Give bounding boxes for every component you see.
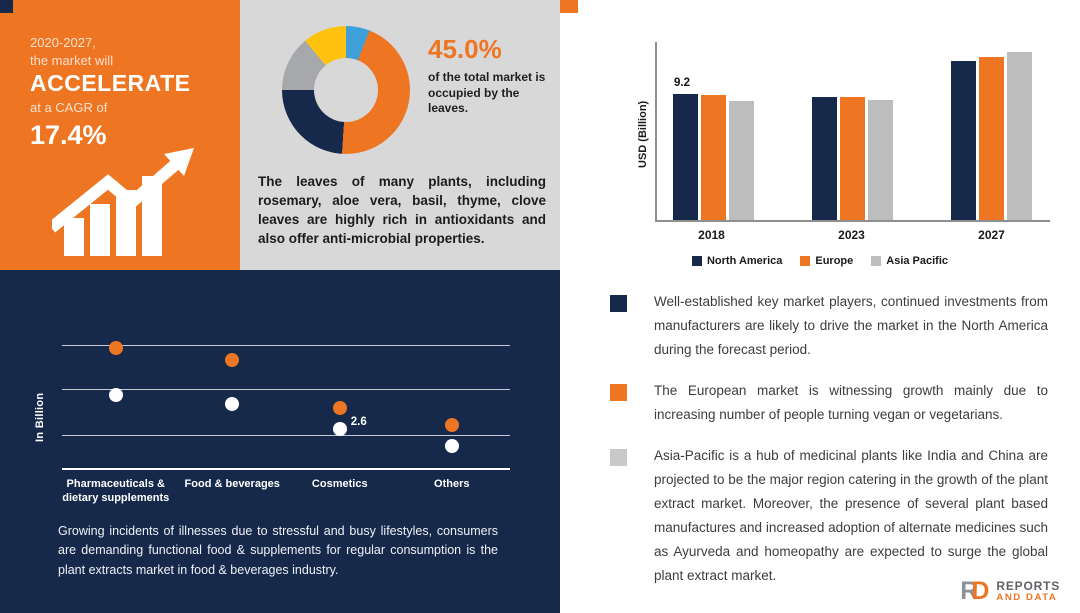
dot-annotation: 2.6 xyxy=(350,416,367,428)
gridline xyxy=(62,345,510,346)
donut-chart xyxy=(282,26,410,154)
bar-y-axis-label: USD (Billion) xyxy=(637,100,649,168)
gridline xyxy=(62,435,510,436)
dot-category-labels: Pharmaceuticals & dietary supplements Foo… xyxy=(62,478,510,514)
dot-series-1-cosmetics xyxy=(332,401,347,415)
bar-legend: North America Europe Asia Pacific xyxy=(620,255,1020,267)
bar-group-2023 xyxy=(812,42,893,220)
leaves-panel: 45.0% of the total market is occupied by… xyxy=(240,0,560,270)
cagr-headline: ACCELERATE xyxy=(30,70,191,97)
donut-stat-block: 45.0% of the total market is occupied by… xyxy=(428,34,552,117)
bar-value-label: 9.2 xyxy=(674,77,690,90)
bullet-marker xyxy=(610,295,627,312)
legend-swatch xyxy=(871,256,882,266)
legend-swatch xyxy=(691,256,702,266)
dot-plot-area: 2.6 xyxy=(62,318,510,470)
bar-2018-europe xyxy=(701,95,726,220)
bar-2027-europe xyxy=(979,57,1004,220)
bar-category-label-2023: 2023 xyxy=(838,228,865,242)
reports-and-data-logo: RD REPORTS AND DATA xyxy=(960,579,1060,604)
dot-series-2-food-beverages xyxy=(225,396,240,411)
bullet-marker xyxy=(610,449,627,467)
corner-accent xyxy=(0,0,13,13)
dot-category-label-pharmaceuticals-dietary-supplements: Pharmaceuticals & dietary supplements xyxy=(62,478,170,504)
dot-category-label-cosmetics: Cosmetics xyxy=(311,478,368,490)
bar-2027-north-america xyxy=(951,61,976,220)
cagr-lead: the market will xyxy=(30,52,114,68)
bar-2018-asia-pacific xyxy=(729,100,754,220)
bar-group-2018: 9.2 xyxy=(673,42,754,220)
dot-series-2-cosmetics xyxy=(332,422,347,436)
cagr-text-block: 2020-2027, the market will ACCELERATE at… xyxy=(30,34,190,151)
dot-series-1-others xyxy=(444,417,459,432)
bar-2023-north-america xyxy=(812,96,837,220)
cagr-rate: 17.4% xyxy=(30,119,107,150)
bar-group-2027 xyxy=(951,42,1032,220)
dot-paragraph: Growing incidents of illnesses due to st… xyxy=(58,524,498,577)
dot-series-2-others xyxy=(444,438,459,453)
donut-hole xyxy=(314,58,378,122)
cagr-panel: 2020-2027, the market will ACCELERATE at… xyxy=(0,0,240,270)
legend-item-asia-pacific: Asia Pacific xyxy=(871,255,948,267)
cagr-years: 2020-2027, xyxy=(30,35,96,50)
legend-item-north-america: North America xyxy=(691,255,783,267)
bullet-item-1: Well-established key market players, con… xyxy=(610,290,1048,362)
logo-letter-d: D xyxy=(971,577,990,605)
donut-stat-value: 45.0% xyxy=(428,34,502,64)
legend-item-europe: Europe xyxy=(800,255,853,267)
legend-label: Asia Pacific xyxy=(886,255,949,267)
logo-line2: AND DATA xyxy=(996,591,1058,603)
bullet-list: Well-established key market players, con… xyxy=(610,290,1048,588)
logo-letter-r: R xyxy=(960,577,979,605)
dot-category-label-food-beverages: Food & beverages xyxy=(184,478,280,490)
bullet-text: Well-established key market players, con… xyxy=(654,294,1048,358)
leaves-paragraph: The leaves of many plants, including ros… xyxy=(258,174,546,247)
bar-category-label-2018: 2018 xyxy=(698,228,725,242)
bar-category-label-2027: 2027 xyxy=(978,228,1005,242)
bar-2023-asia-pacific xyxy=(868,99,893,220)
donut-stat-caption: of the total market is occupied by the l… xyxy=(428,70,546,116)
dot-panel: In Billion 2.6 Pharmaceuticals & dietary… xyxy=(0,270,560,613)
dot-series-1-pharmaceuticals-dietary-supplements xyxy=(108,341,123,355)
logo-mark: RD xyxy=(960,579,989,604)
top-accent xyxy=(560,0,578,13)
bar-plot: 9.2 xyxy=(655,42,1050,222)
bullet-item-3: Asia-Pacific is a hub of medicinal plant… xyxy=(610,444,1048,588)
dot-series-1-food-beverages xyxy=(225,353,240,367)
gridline xyxy=(62,388,510,390)
bar-2018-north-america: 9.2 xyxy=(673,77,698,220)
legend-swatch xyxy=(800,256,811,266)
bar-2027-asia-pacific xyxy=(1007,51,1032,220)
dot-category-label-others: Others xyxy=(434,478,470,490)
regional-panel: USD (Billion) 9.2 2018 2023 2027 North Ame… xyxy=(560,0,1080,613)
bar-chart: USD (Billion) 9.2 xyxy=(637,42,1050,222)
legend-label: North America xyxy=(706,255,783,267)
bar-2023-europe xyxy=(840,96,865,220)
bullet-text: Asia-Pacific is a hub of medicinal plant… xyxy=(654,448,1048,584)
logo-text: REPORTS AND DATA xyxy=(996,578,1060,604)
dot-plot-y-axis-label: In Billion xyxy=(34,392,46,442)
bar-groups: 9.2 xyxy=(657,42,1050,220)
legend-label: Europe xyxy=(815,255,854,267)
cagr-sub: at a CAGR of xyxy=(30,99,108,115)
bar-x-labels: 2018 2023 2027 xyxy=(655,228,1050,242)
growth-arrow-icon xyxy=(52,148,194,256)
logo-line1: REPORTS xyxy=(996,578,1060,593)
bullet-item-2: The European market is witnessing growth… xyxy=(610,379,1048,427)
bullet-marker xyxy=(610,384,627,402)
dot-series-2-pharmaceuticals-dietary-supplements xyxy=(108,387,123,402)
bullet-text: The European market is witnessing growth… xyxy=(654,383,1048,423)
